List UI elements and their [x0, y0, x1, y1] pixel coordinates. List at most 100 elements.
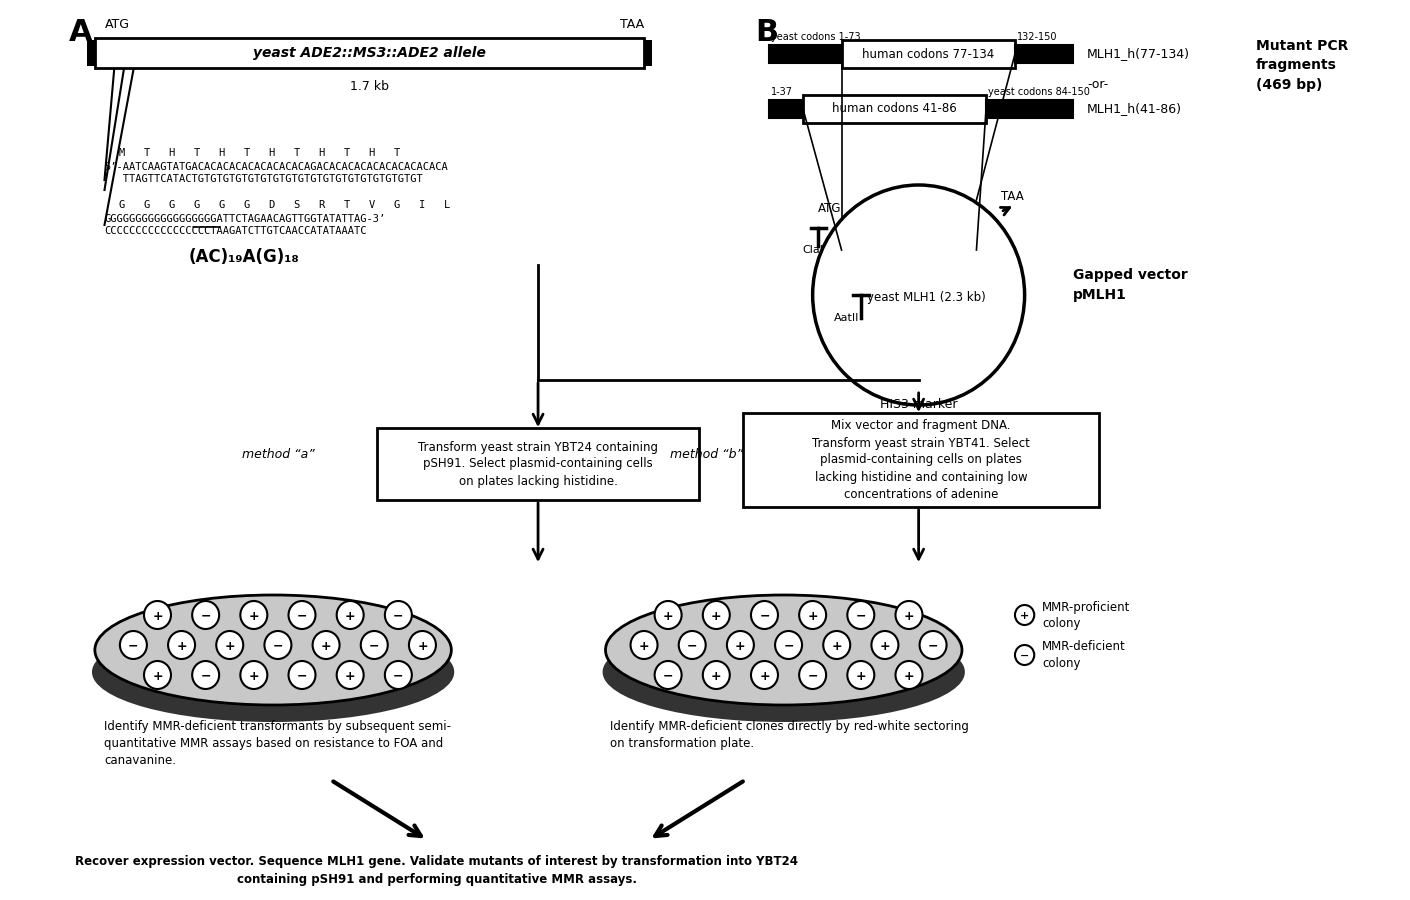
Circle shape — [289, 601, 316, 629]
Text: +: + — [711, 609, 722, 623]
Text: M   T   H   T   H   T   H   T   H   T   H   T: M T H T H T H T H T H T — [118, 148, 400, 158]
Bar — [644, 40, 651, 66]
Circle shape — [361, 631, 388, 659]
Text: −: − — [759, 609, 770, 623]
Circle shape — [799, 601, 826, 629]
Text: Identify MMR-deficient transformants by subsequent semi-
quantitative MMR assays: Identify MMR-deficient transformants by … — [104, 720, 451, 767]
Text: method “a”: method “a” — [241, 448, 314, 462]
Ellipse shape — [92, 622, 454, 722]
Text: Identify MMR-deficient clones directly by red-white sectoring
on transformation : Identify MMR-deficient clones directly b… — [611, 720, 969, 750]
Text: -or-: -or- — [1087, 78, 1108, 92]
Circle shape — [678, 631, 705, 659]
Ellipse shape — [94, 595, 451, 705]
Text: ClaI: ClaI — [802, 245, 823, 255]
Circle shape — [728, 631, 754, 659]
Text: 132-150: 132-150 — [1017, 32, 1058, 42]
Text: CCCCCCCCCCCCCCCCCTAAGATCTTGTCAACCATATAAATC: CCCCCCCCCCCCCCCCCTAAGATCTTGTCAACCATATAAA… — [104, 226, 367, 236]
Text: −: − — [1019, 651, 1029, 661]
Circle shape — [702, 661, 730, 689]
Circle shape — [654, 601, 681, 629]
Text: −: − — [808, 670, 818, 682]
Text: +: + — [711, 670, 722, 682]
Circle shape — [240, 661, 268, 689]
Circle shape — [702, 601, 730, 629]
Circle shape — [192, 601, 219, 629]
Text: −: − — [296, 670, 307, 682]
Bar — [770, 100, 804, 118]
Bar — [94, 38, 644, 68]
Text: human codons 41-86: human codons 41-86 — [832, 103, 957, 115]
Text: HIS3 marker: HIS3 marker — [880, 399, 957, 411]
Bar — [87, 40, 94, 66]
Text: +: + — [639, 640, 650, 652]
Text: +: + — [224, 640, 235, 652]
Circle shape — [752, 601, 778, 629]
Text: −: − — [928, 640, 938, 652]
Text: +: + — [856, 670, 866, 682]
Ellipse shape — [602, 622, 964, 722]
Ellipse shape — [605, 595, 962, 705]
Bar — [770, 45, 842, 63]
Text: +: + — [152, 609, 162, 623]
Text: +: + — [345, 609, 355, 623]
Circle shape — [168, 631, 195, 659]
Circle shape — [313, 631, 340, 659]
Text: human codons 77-134: human codons 77-134 — [862, 48, 994, 60]
Text: +: + — [904, 670, 914, 682]
Text: −: − — [369, 640, 379, 652]
Text: MMR-proficient
colony: MMR-proficient colony — [1042, 600, 1131, 629]
Text: MLH1_h(41-86): MLH1_h(41-86) — [1087, 103, 1182, 115]
Circle shape — [776, 631, 802, 659]
Text: +: + — [176, 640, 188, 652]
Circle shape — [337, 601, 364, 629]
Text: −: − — [784, 640, 794, 652]
Text: +: + — [417, 640, 427, 652]
Circle shape — [385, 601, 412, 629]
Text: −: − — [687, 640, 698, 652]
Text: −: − — [200, 609, 211, 623]
Text: −: − — [272, 640, 283, 652]
Circle shape — [871, 631, 898, 659]
Text: +: + — [735, 640, 746, 652]
Text: TAA: TAA — [1001, 191, 1024, 203]
Circle shape — [919, 631, 946, 659]
Circle shape — [265, 631, 292, 659]
Text: +: + — [152, 670, 162, 682]
Text: Recover expression vector. Sequence MLH1 gene. Validate mutants of interest by t: Recover expression vector. Sequence MLH1… — [75, 855, 798, 886]
Text: ATG: ATG — [104, 18, 130, 31]
Text: yeast MLH1 (2.3 kb): yeast MLH1 (2.3 kb) — [867, 292, 986, 304]
Bar — [804, 95, 986, 123]
FancyBboxPatch shape — [743, 413, 1098, 507]
Circle shape — [752, 661, 778, 689]
Circle shape — [385, 661, 412, 689]
Text: −: − — [296, 609, 307, 623]
Text: Mix vector and fragment DNA.
Transform yeast strain YBT41. Select
plasmid-contai: Mix vector and fragment DNA. Transform y… — [812, 419, 1029, 500]
Circle shape — [654, 661, 681, 689]
Text: MMR-deficient
colony: MMR-deficient colony — [1042, 641, 1125, 670]
Text: AatII: AatII — [833, 313, 859, 323]
Text: MLH1_h(77-134): MLH1_h(77-134) — [1087, 48, 1190, 60]
Circle shape — [240, 601, 268, 629]
Text: Transform yeast strain YBT24 containing
pSH91. Select plasmid-containing cells
o: Transform yeast strain YBT24 containing … — [417, 440, 658, 488]
Text: 1.7 kb: 1.7 kb — [350, 80, 389, 93]
Circle shape — [192, 661, 219, 689]
Text: −: − — [128, 640, 138, 652]
Circle shape — [847, 601, 874, 629]
Text: +: + — [904, 609, 914, 623]
Text: A: A — [69, 18, 93, 47]
Text: Gapped vector
pMLH1: Gapped vector pMLH1 — [1073, 268, 1187, 302]
Text: +: + — [759, 670, 770, 682]
Circle shape — [823, 631, 850, 659]
Circle shape — [1015, 605, 1035, 625]
Text: TTAGTTCATACTGTGTGTGTGTGTGTGTGTGTGTGTGTGTGTGTGTGT: TTAGTTCATACTGTGTGTGTGTGTGTGTGTGTGTGTGTGT… — [104, 174, 423, 184]
Text: yeast ADE2::MS3::ADE2 allele: yeast ADE2::MS3::ADE2 allele — [252, 46, 486, 60]
Circle shape — [895, 601, 922, 629]
Circle shape — [409, 631, 436, 659]
Circle shape — [337, 661, 364, 689]
Text: −: − — [393, 670, 403, 682]
Circle shape — [895, 661, 922, 689]
Bar — [986, 100, 1073, 118]
Text: (AC)₁₉A(G)₁₈: (AC)₁₉A(G)₁₈ — [189, 248, 299, 266]
Bar — [1015, 45, 1073, 63]
Text: 5’-AATCAAGTATGACACACACACACACACACAGACACACACACACACACACACA: 5’-AATCAAGTATGACACACACACACACACACAGACACAC… — [104, 162, 448, 172]
